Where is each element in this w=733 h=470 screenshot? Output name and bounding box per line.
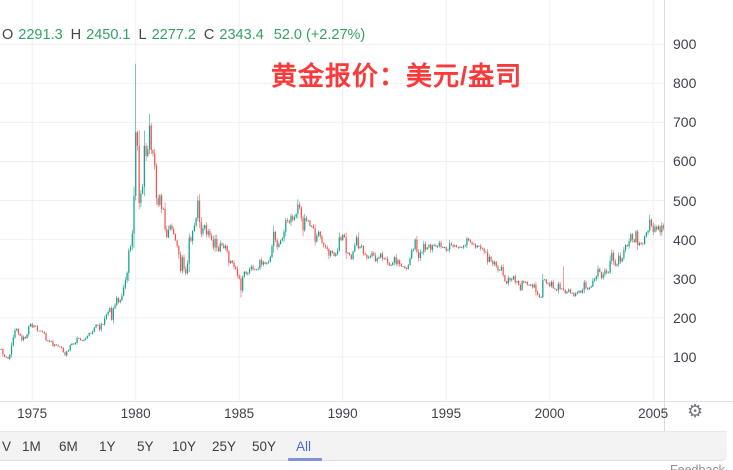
time-axis-line (0, 401, 733, 402)
range-button-1m[interactable]: 1M (22, 438, 41, 454)
y-axis-label-700: 700 (673, 114, 697, 131)
y-axis-label-300: 300 (673, 270, 697, 287)
high-value: 2450.1 (86, 27, 131, 43)
x-axis-label-1990: 1990 (327, 406, 358, 421)
price-axis[interactable]: 900 800 700 600 500 400 300 200 100 (665, 0, 733, 430)
range-button-5y[interactable]: 5Y (137, 438, 154, 454)
settings-gear-icon[interactable]: ⚙ (687, 401, 704, 421)
low-value: 2277.2 (151, 27, 196, 43)
x-axis-label-1975: 1975 (17, 406, 48, 421)
range-button-6m[interactable]: 6M (59, 438, 78, 454)
open-label: O (2, 27, 14, 43)
y-axis-label-100: 100 (673, 348, 697, 365)
range-button-all[interactable]: All (296, 438, 312, 454)
feedback-link[interactable]: Feedback (670, 463, 725, 470)
x-axis-label-1980: 1980 (120, 406, 151, 421)
chart-title: 黄金报价：美元/盎司 (271, 61, 523, 91)
x-axis-label-2000: 2000 (534, 406, 565, 421)
range-button-1y[interactable]: 1Y (99, 438, 116, 454)
y-axis-label-900: 900 (673, 36, 697, 53)
high-label: H (70, 27, 82, 43)
range-button-50y[interactable]: 50Y (252, 438, 277, 454)
x-axis-label-1995: 1995 (431, 406, 462, 421)
ohlc-legend: O 2291.3 H 2450.1 L 2277.2 C 2343.4 52.0… (2, 27, 365, 43)
y-axis-label-200: 200 (673, 309, 697, 326)
change-value: 52.0 (+2.27%) (273, 27, 366, 43)
y-axis-label-600: 600 (673, 153, 697, 170)
range-button-v[interactable]: V (2, 438, 12, 454)
price-axis-line (664, 0, 665, 431)
chart-canvas[interactable] (0, 0, 664, 401)
low-label: L (138, 27, 147, 43)
time-axis[interactable]: 1975 1980 1985 1990 1995 2000 2005 (0, 402, 668, 431)
range-button-10y[interactable]: 10Y (172, 438, 197, 454)
x-axis-label-2005: 2005 (638, 406, 669, 421)
y-axis-label-500: 500 (673, 192, 697, 209)
open-value: 2291.3 (18, 27, 63, 43)
range-toolbar: V 1M 6M 1Y 5Y 10Y 25Y 50Y All (0, 431, 727, 461)
active-range-underline (288, 458, 322, 461)
close-value: 2343.4 (219, 27, 264, 43)
y-axis-label-800: 800 (673, 75, 697, 92)
x-axis-label-1985: 1985 (224, 406, 255, 421)
y-axis-label-400: 400 (673, 231, 697, 248)
close-label: C (203, 27, 215, 43)
range-button-25y[interactable]: 25Y (212, 438, 237, 454)
